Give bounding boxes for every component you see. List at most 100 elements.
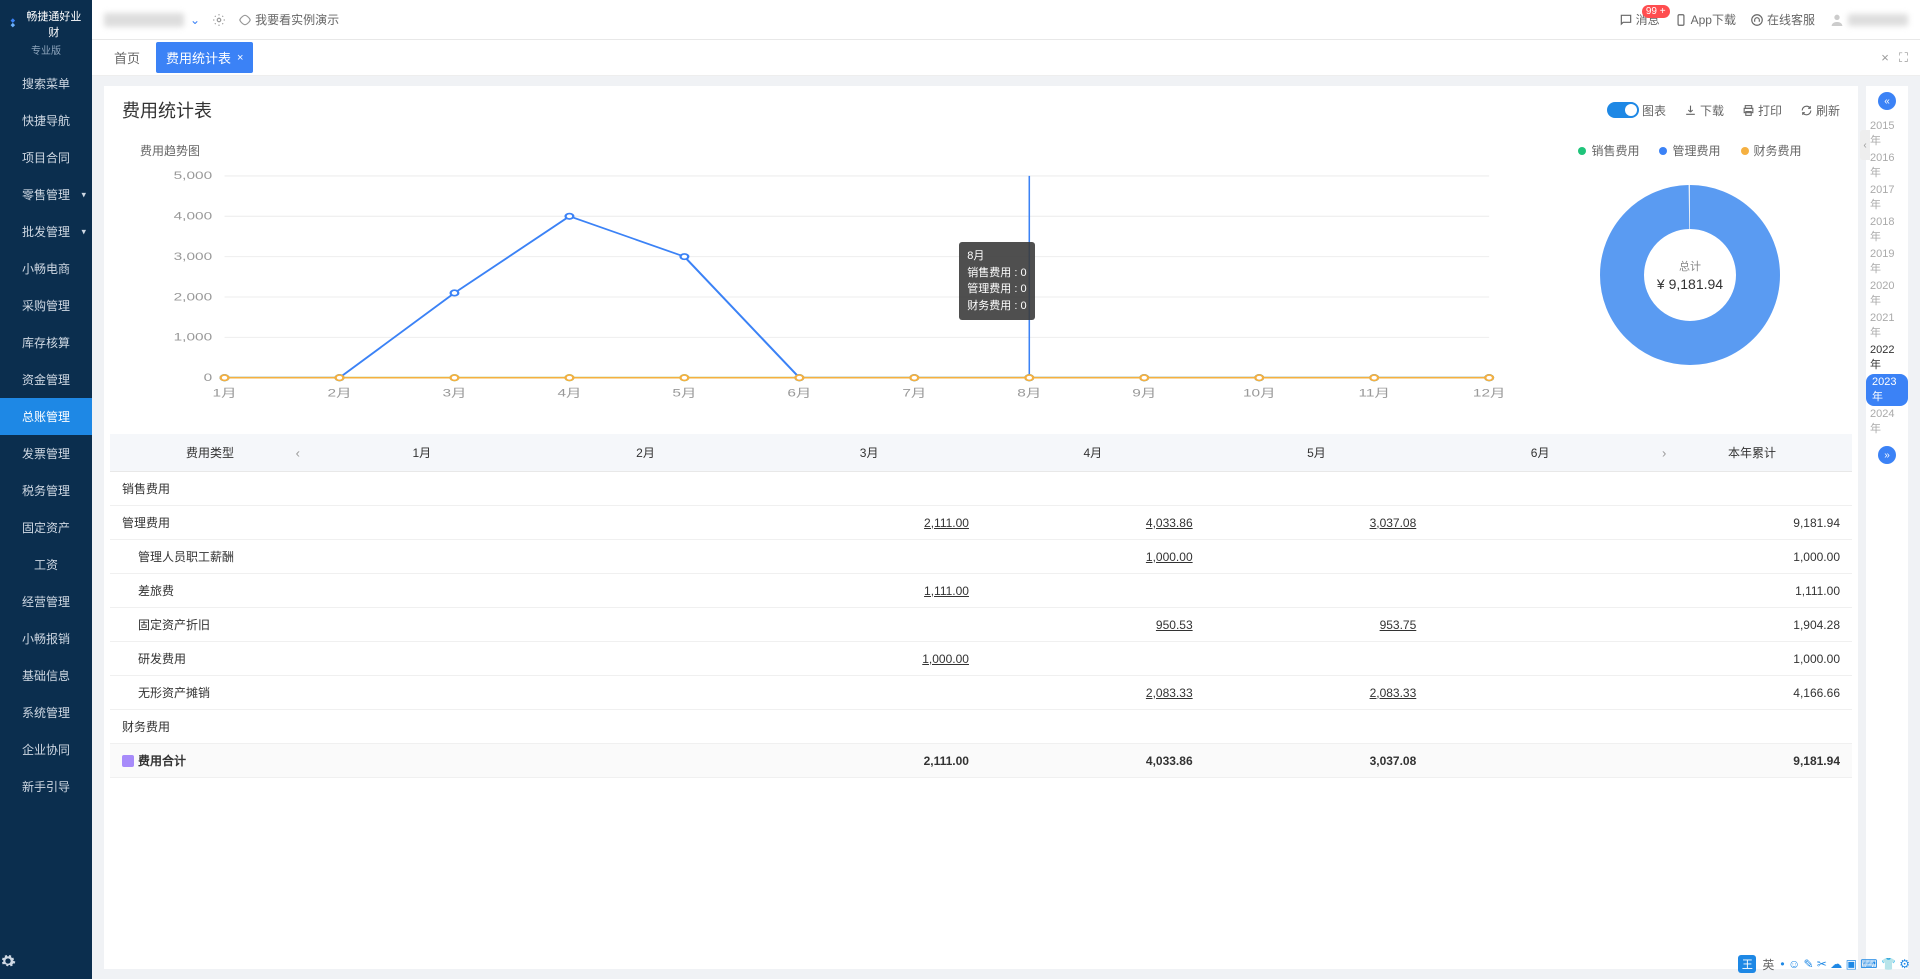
table-row: 销售费用 — [110, 472, 1852, 506]
sidebar-item-18[interactable]: 企业协同 — [0, 731, 92, 768]
cell — [981, 574, 1205, 608]
demo-link[interactable]: 我要看实例演示 — [238, 11, 339, 28]
table-row: 费用合计2,111.004,033.863,037.089,181.94 — [110, 744, 1852, 778]
year-option[interactable]: 2021年 — [1866, 310, 1908, 342]
tab-current[interactable]: 费用统计表 × — [156, 42, 253, 73]
svg-text:5月: 5月 — [672, 386, 696, 398]
sidebar-item-9[interactable]: 总账管理 — [0, 398, 92, 435]
tab-expand-icon[interactable]: ⛶ — [1899, 50, 1908, 66]
cell[interactable]: 4,033.86 — [981, 506, 1205, 540]
sidebar-item-1[interactable]: 快捷导航 — [0, 102, 92, 139]
settings-icon[interactable] — [0, 943, 92, 979]
sidebar-item-16[interactable]: 基础信息 — [0, 657, 92, 694]
year-option[interactable]: 2020年 — [1866, 278, 1908, 310]
year-option[interactable]: 2023年 — [1866, 374, 1908, 406]
print-button[interactable]: 打印 — [1742, 102, 1782, 119]
sidebar-item-15[interactable]: 小畅报销 — [0, 620, 92, 657]
chart-toggle[interactable]: 图表 — [1607, 102, 1666, 119]
year-option[interactable]: 2024年 — [1866, 406, 1908, 438]
refresh-button[interactable]: 刷新 — [1800, 102, 1840, 119]
year-option[interactable]: 2015年 — [1866, 118, 1908, 150]
year-up-icon[interactable]: « — [1878, 92, 1896, 110]
year-rail: « 2015年2016年2017年2018年2019年2020年2021年202… — [1866, 86, 1908, 969]
cell — [310, 744, 534, 778]
sidebar-item-3[interactable]: 零售管理▾ — [0, 176, 92, 213]
sidebar-item-17[interactable]: 系统管理 — [0, 694, 92, 731]
table-next-icon[interactable]: › — [1662, 445, 1666, 460]
sidebar-item-10[interactable]: 发票管理 — [0, 435, 92, 472]
gear-icon[interactable] — [212, 13, 226, 27]
cell — [757, 540, 981, 574]
cell — [757, 710, 981, 744]
app-download-button[interactable]: App下载 — [1674, 11, 1736, 28]
user-avatar[interactable]: xxxx — [1829, 12, 1908, 28]
svg-text:1,000: 1,000 — [174, 331, 213, 343]
row-label: 无形资产摊销 — [110, 676, 310, 710]
sidebar-item-12[interactable]: 固定资产 — [0, 509, 92, 546]
brand-logo: 畅捷通好业财 专业版 — [0, 0, 92, 65]
tab-home[interactable]: 首页 — [104, 42, 150, 73]
year-option[interactable]: 2017年 — [1866, 182, 1908, 214]
table-row: 差旅费1,111.001,111.00 — [110, 574, 1852, 608]
cell — [310, 676, 534, 710]
cell[interactable]: 1,000.00 — [981, 540, 1205, 574]
legend-item[interactable]: 销售费用 — [1578, 142, 1639, 159]
cell[interactable]: 3,037.08 — [1205, 506, 1429, 540]
cell — [534, 608, 758, 642]
cell — [1428, 710, 1652, 744]
cell — [310, 608, 534, 642]
download-button[interactable]: 下载 — [1684, 102, 1724, 119]
cell — [1428, 642, 1652, 676]
messages-button[interactable]: 消息 99 + — [1619, 11, 1660, 28]
cell[interactable]: 1,111.00 — [757, 574, 981, 608]
svg-text:4月: 4月 — [557, 386, 581, 398]
year-option[interactable]: 2022年 — [1866, 342, 1908, 374]
tab-close-all-icon[interactable]: × — [1881, 50, 1889, 66]
legend-item[interactable]: 管理费用 — [1659, 142, 1720, 159]
chart-legend: 销售费用 管理费用 财务费用 — [1578, 142, 1801, 159]
year-option[interactable]: 2018年 — [1866, 214, 1908, 246]
sidebar-item-5[interactable]: 小畅电商 — [0, 250, 92, 287]
sidebar-item-11[interactable]: 税务管理 — [0, 472, 92, 509]
cell[interactable]: 953.75 — [1205, 608, 1429, 642]
ime-icon[interactable]: 王 — [1738, 955, 1756, 973]
year-rail-toggle[interactable]: ‹ — [1860, 130, 1870, 160]
legend-item[interactable]: 财务费用 — [1741, 142, 1802, 159]
sidebar-item-19[interactable]: 新手引导 — [0, 768, 92, 805]
sidebar-item-6[interactable]: 采购管理 — [0, 287, 92, 324]
row-label: 研发费用 — [110, 642, 310, 676]
org-selector[interactable]: xxxxxxxx ⌄ — [104, 13, 200, 27]
cell[interactable]: 2,083.33 — [1205, 676, 1429, 710]
cell[interactable]: 1,000.00 — [757, 642, 981, 676]
close-icon[interactable]: × — [237, 52, 243, 64]
cell — [1205, 540, 1429, 574]
cell[interactable]: 2,083.33 — [981, 676, 1205, 710]
nav-list: 搜索菜单快捷导航项目合同零售管理▾批发管理▾小畅电商采购管理库存核算资金管理总账… — [0, 65, 92, 943]
cell — [981, 642, 1205, 676]
table-row: 财务费用 — [110, 710, 1852, 744]
cell: 2,111.00 — [757, 744, 981, 778]
switch-icon[interactable] — [1607, 102, 1639, 118]
cell — [1428, 574, 1652, 608]
year-down-icon[interactable]: » — [1878, 446, 1896, 464]
sidebar-item-7[interactable]: 库存核算 — [0, 324, 92, 361]
sidebar-item-14[interactable]: 经营管理 — [0, 583, 92, 620]
support-button[interactable]: 在线客服 — [1750, 11, 1815, 28]
year-option[interactable]: 2019年 — [1866, 246, 1908, 278]
svg-text:8月: 8月 — [1017, 386, 1041, 398]
svg-text:3,000: 3,000 — [174, 250, 213, 262]
sidebar-item-0[interactable]: 搜索菜单 — [0, 65, 92, 102]
sidebar-item-13[interactable]: 工资 — [0, 546, 92, 583]
cell[interactable]: 2,111.00 — [757, 506, 981, 540]
sidebar-item-8[interactable]: 资金管理 — [0, 361, 92, 398]
table-prev-icon[interactable]: ‹ — [296, 445, 300, 460]
sidebar-item-2[interactable]: 项目合同 — [0, 139, 92, 176]
cell — [534, 676, 758, 710]
th-month: 5月 — [1205, 434, 1429, 472]
cell — [534, 472, 758, 506]
year-option[interactable]: 2016年 — [1866, 150, 1908, 182]
table-row: 研发费用1,000.001,000.00 — [110, 642, 1852, 676]
sidebar-item-4[interactable]: 批发管理▾ — [0, 213, 92, 250]
cell — [1428, 540, 1652, 574]
cell[interactable]: 950.53 — [981, 608, 1205, 642]
